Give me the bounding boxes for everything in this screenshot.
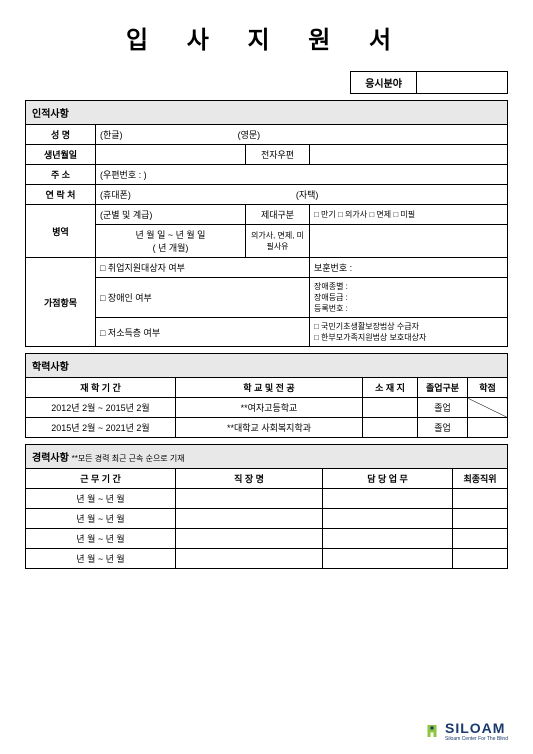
career-company-header: 직 장 명: [176, 469, 323, 489]
contact-label: 연 락 처: [26, 185, 96, 205]
career-position: [453, 489, 508, 509]
low-income-details: □ 국민기초생활보장법상 수급자 □ 한부모가족지원법상 보호대상자: [310, 318, 508, 347]
edu-period-header: 재 학 기 간: [26, 378, 176, 398]
email-value: [310, 145, 508, 165]
education-table: 학력사항 재 학 기 간 학 교 및 전 공 소 재 지 졸업구분 학점 201…: [25, 353, 508, 438]
name-kr-label: (한글): [100, 130, 123, 140]
career-position: [453, 549, 508, 569]
personal-table: 인적사항 성 명 (한글) (영문) 생년월일 전자우편 주 소 (우편번호 :…: [25, 100, 508, 347]
career-position-header: 최종직위: [453, 469, 508, 489]
edu-school: **여자고등학교: [176, 398, 363, 418]
table-row: 년 월 ~ 년 월: [26, 489, 508, 509]
home-label: (자택): [296, 190, 319, 200]
page-title: 입 사 지 원 서: [25, 20, 508, 55]
name-label: 성 명: [26, 125, 96, 145]
career-period: 년 월 ~ 년 월: [26, 529, 176, 549]
edu-status: 졸업: [418, 398, 468, 418]
career-duty: [323, 509, 453, 529]
career-position: [453, 529, 508, 549]
edu-school-header: 학 교 및 전 공: [176, 378, 363, 398]
career-period: 년 월 ~ 년 월: [26, 489, 176, 509]
address-value: (우편번호 : ): [96, 165, 508, 185]
career-period-header: 근 무 기 간: [26, 469, 176, 489]
career-company: [176, 549, 323, 569]
career-table: 경력사항 **모든 경력 최근 근속 순으로 기재 근 무 기 간 직 장 명 …: [25, 444, 508, 569]
veteran-no: 보훈번호 :: [310, 258, 508, 278]
exempt-label: 의가사, 면제, 미필사유: [246, 225, 310, 258]
application-field-row: 응시분야: [25, 71, 508, 94]
table-row: 년 월 ~ 년 월: [26, 529, 508, 549]
discharge-options: □ 만기 □ 의가사 □ 면제 □ 미필: [310, 205, 508, 225]
discharge-label: 제대구분: [246, 205, 310, 225]
edu-period: 2012년 2월 ~ 2015년 2월: [26, 398, 176, 418]
application-field-value: [417, 72, 507, 93]
career-period: 년 월 ~ 년 월: [26, 549, 176, 569]
edu-grade: [468, 398, 508, 418]
contact-cell: (휴대폰) (자택): [96, 185, 508, 205]
edu-status: 졸업: [418, 418, 468, 438]
logo-text: SILOAM: [445, 720, 508, 736]
dob-label: 생년월일: [26, 145, 96, 165]
edu-status-header: 졸업구분: [418, 378, 468, 398]
dob-value: [96, 145, 246, 165]
career-period: 년 월 ~ 년 월: [26, 509, 176, 529]
disability-details: 장애종별 : 장애등급 : 등록번호 :: [310, 278, 508, 318]
logo-subtext: Siloam Center For The Blind: [445, 736, 508, 742]
employment-support: □ 취업지원대상자 여부: [96, 258, 310, 278]
career-company: [176, 529, 323, 549]
career-duty: [323, 489, 453, 509]
military-label: 병역: [26, 205, 96, 258]
table-row: 년 월 ~ 년 월: [26, 549, 508, 569]
career-section-header: 경력사항 **모든 경력 최근 근속 순으로 기재: [26, 445, 508, 469]
mobile-label: (휴대폰): [100, 190, 131, 200]
address-label: 주 소: [26, 165, 96, 185]
application-field-label: 응시분야: [351, 72, 417, 93]
edu-period: 2015년 2월 ~ 2021년 2월: [26, 418, 176, 438]
table-row: 년 월 ~ 년 월: [26, 509, 508, 529]
disability: □ 장애인 여부: [96, 278, 310, 318]
logo: SILOAM Siloam Center For The Blind: [423, 720, 508, 742]
low-income: □ 저소득층 여부: [96, 318, 310, 347]
exempt-value: [310, 225, 508, 258]
edu-school: **대학교 사회복지학과: [176, 418, 363, 438]
table-row: 2015년 2월 ~ 2021년 2월 **대학교 사회복지학과 졸업: [26, 418, 508, 438]
career-company: [176, 489, 323, 509]
edu-location: [363, 418, 418, 438]
career-duty: [323, 529, 453, 549]
edu-location: [363, 398, 418, 418]
edu-grade: [468, 418, 508, 438]
bonus-label: 가점항목: [26, 258, 96, 347]
career-company: [176, 509, 323, 529]
table-row: 2012년 2월 ~ 2015년 2월 **여자고등학교 졸업: [26, 398, 508, 418]
personal-section-header: 인적사항: [26, 101, 508, 125]
military-period: 년 월 일 ~ 년 월 일 ( 년 개월): [96, 225, 246, 258]
edu-grade-header: 학점: [468, 378, 508, 398]
name-cell: (한글) (영문): [96, 125, 508, 145]
name-en-label: (영문): [238, 130, 261, 140]
email-label: 전자우편: [246, 145, 310, 165]
military-branch: (군별 및 계급): [96, 205, 246, 225]
career-duty-header: 담 당 업 무: [323, 469, 453, 489]
education-section-header: 학력사항: [26, 354, 508, 378]
edu-location-header: 소 재 지: [363, 378, 418, 398]
career-duty: [323, 549, 453, 569]
logo-icon: [423, 722, 441, 740]
career-position: [453, 509, 508, 529]
